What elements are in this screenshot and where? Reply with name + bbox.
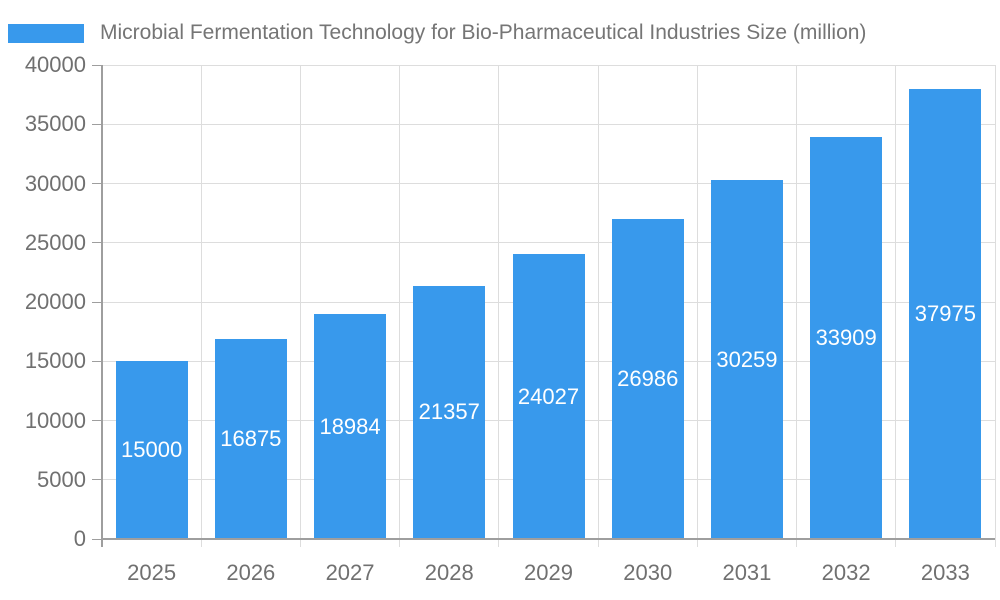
y-axis-tick-label: 30000 [24, 170, 86, 196]
x-axis-tick-label: 2033 [920, 560, 970, 585]
bar [909, 88, 982, 539]
x-axis-line [102, 538, 995, 540]
gridline-vertical [299, 65, 301, 547]
y-axis-tick-label: 10000 [24, 407, 86, 433]
gridline-horizontal [102, 64, 995, 66]
bar [611, 219, 684, 539]
gridline-vertical [597, 65, 599, 547]
x-axis-tick-label: 2029 [524, 560, 573, 585]
bar [810, 137, 883, 539]
y-axis-tick [92, 420, 102, 421]
y-axis-tick [92, 360, 102, 362]
bar [115, 361, 188, 539]
bar-value-label: 21357 [418, 399, 480, 425]
y-axis-tick [92, 538, 102, 540]
y-axis-tick [92, 64, 102, 66]
y-axis-tick-label: 5000 [37, 466, 86, 492]
legend-swatch-icon [8, 23, 84, 43]
legend-label: Microbial Fermentation Technology for Bi… [100, 21, 867, 44]
bar-value-label: 37975 [914, 300, 976, 326]
y-axis-tick [92, 242, 102, 244]
y-axis-tick-label: 0 [73, 526, 86, 551]
x-axis-tick-label: 2026 [226, 560, 276, 585]
bar [214, 339, 287, 539]
gridline-vertical [200, 65, 202, 547]
gridline-horizontal [102, 242, 995, 244]
gridline-vertical [399, 65, 401, 547]
bar-value-label: 15000 [121, 437, 183, 463]
x-axis-tick-label: 2025 [127, 560, 177, 585]
x-axis-tick-label: 2032 [821, 560, 871, 585]
y-axis-tick [92, 479, 102, 481]
x-axis-tick-label: 2027 [325, 560, 375, 585]
x-axis-tick-label: 2028 [424, 560, 474, 585]
bar-value-label: 16875 [220, 426, 282, 452]
y-axis-tick [92, 183, 102, 184]
bar-value-label: 26986 [617, 366, 679, 392]
x-axis-tick-label: 2030 [623, 560, 673, 585]
gridline-vertical [895, 65, 897, 547]
bar [413, 285, 486, 539]
y-axis-tick-label: 40000 [24, 52, 86, 77]
legend[interactable]: Microbial Fermentation Technology for Bi… [8, 21, 866, 45]
gridline-vertical [994, 65, 996, 547]
y-axis-tick [92, 301, 102, 303]
bar-value-label: 24027 [517, 383, 580, 409]
y-axis-line [101, 65, 103, 547]
gridline-horizontal [102, 183, 995, 184]
y-axis-tick [92, 123, 102, 125]
bar [314, 314, 387, 539]
bar-value-label: 33909 [815, 325, 877, 351]
gridline-horizontal [102, 123, 995, 125]
gridline-vertical [498, 65, 500, 547]
bar [512, 254, 585, 539]
y-axis-tick-label: 25000 [24, 229, 86, 255]
y-axis-tick-label: 15000 [24, 348, 86, 374]
gridline-vertical [696, 65, 698, 547]
bar-value-label: 18984 [319, 413, 381, 439]
y-axis-tick-label: 35000 [24, 111, 86, 137]
bar-value-label: 30259 [716, 346, 778, 372]
gridline-vertical [796, 65, 798, 547]
x-axis-tick-label: 2031 [722, 560, 772, 585]
bar [710, 180, 783, 539]
y-axis-tick-label: 20000 [24, 289, 86, 314]
